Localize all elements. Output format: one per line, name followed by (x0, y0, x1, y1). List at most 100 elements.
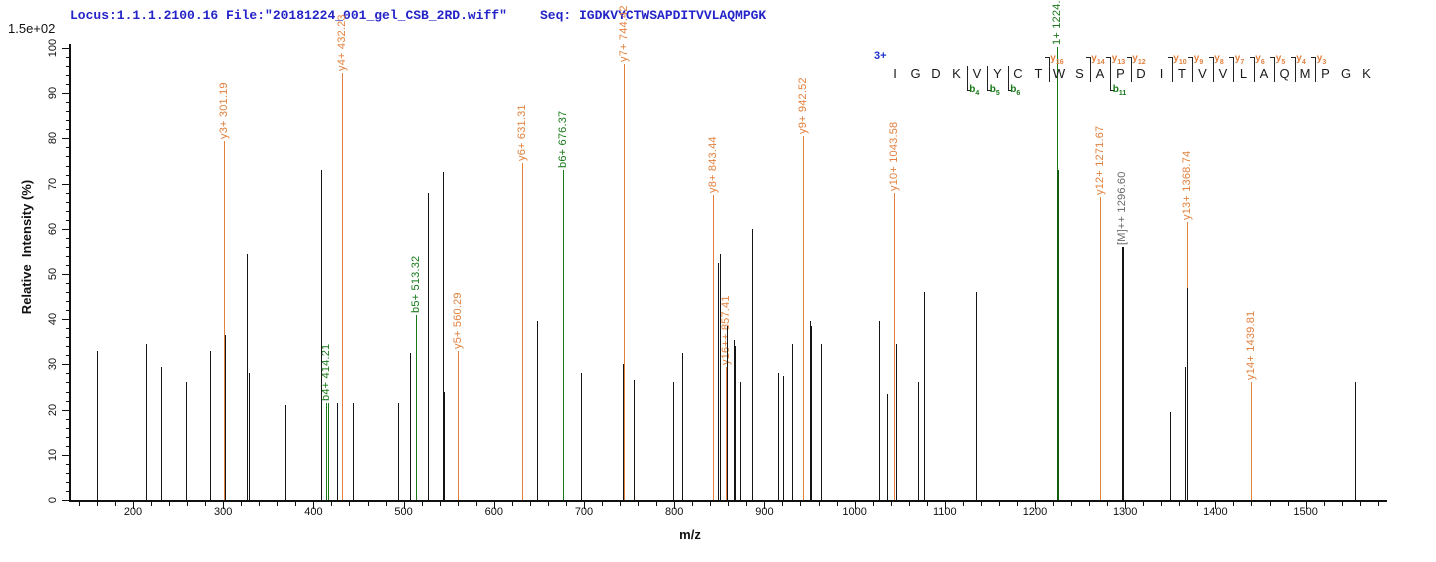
y-scale-label: 1.5e+02 (8, 21, 56, 36)
y-axis-tick (65, 481, 69, 483)
x-axis-tick (1251, 502, 1253, 506)
ion-marker-b11: b11 (1112, 84, 1127, 97)
b-ion-bracket (1110, 90, 1115, 91)
y-axis-tick (65, 165, 69, 167)
annotation-line-b11 (1057, 47, 1059, 171)
spectrum-peak (581, 373, 583, 500)
x-axis-tick (1016, 502, 1018, 506)
sequence-residue: S (1075, 66, 1084, 81)
peak-label-b5: b5+ 513.32 (409, 255, 422, 313)
y-axis-tick (65, 427, 69, 429)
ion-marker-b4: b4 (969, 84, 980, 97)
sequence-residue: D (931, 66, 941, 81)
y-axis-tick-label: 50 (47, 267, 59, 281)
sequence-residue: I (893, 66, 897, 81)
y-ion-bracket (1208, 57, 1213, 58)
sequence-residue: C (1013, 66, 1023, 81)
y-ion-bracket (1270, 57, 1275, 58)
y-axis-tick (65, 84, 69, 86)
y-axis-title: Relative Intensity (%) (19, 179, 34, 315)
y-ion-divider (1192, 57, 1194, 82)
x-axis-tick (313, 502, 315, 509)
peak-label-y9: y9+ 942.52 (796, 77, 809, 135)
y-axis-tick-label: 30 (47, 358, 59, 371)
spectrum-peak (735, 346, 737, 500)
spectrum-peak (752, 228, 754, 500)
spectrum-peak-y8 (713, 194, 715, 500)
spectrum-peak (248, 373, 250, 500)
sequence-residue: P (1116, 66, 1125, 81)
spectrum-peak (673, 382, 675, 500)
x-axis-tick-label: 700 (574, 506, 594, 518)
x-axis-tick (259, 502, 261, 506)
sequence-residue: G (1340, 66, 1352, 81)
spectrum-peak (410, 353, 412, 500)
peak-label-y12: y12+ 1271.67 (1093, 125, 1106, 196)
spectrum-peak (811, 325, 813, 500)
b-ion-divider (966, 66, 968, 91)
x-axis-tick (890, 502, 892, 506)
y-ion-bracket (1167, 57, 1172, 58)
sequence-header: Seq: IGDKVYCTWSAPDITVVLAQMPGK (540, 8, 767, 23)
sequence-residue: Q (1279, 66, 1290, 81)
spectrum-peak-y5 (457, 350, 459, 500)
x-axis-tick (349, 502, 351, 506)
x-axis-title: m/z (679, 527, 701, 542)
y-axis-tick (62, 319, 69, 321)
spectrum-peak-y7 (624, 63, 626, 500)
y-ion-bracket (1106, 57, 1111, 58)
x-axis-tick (710, 502, 712, 506)
y-axis-tick-label: 10 (47, 448, 59, 461)
x-axis-tick (439, 502, 441, 506)
spectrum-peak (1184, 366, 1186, 500)
b-ion-divider (1110, 66, 1112, 91)
spectrum-peak (145, 344, 147, 500)
y-axis-tick (65, 147, 69, 149)
spectrum-peak-y14 (1251, 382, 1253, 500)
peak-label-y6: y6+ 631.31 (516, 104, 529, 162)
y-axis-tick (62, 274, 69, 275)
y-ion-bracket (1044, 57, 1049, 58)
y-ion-divider (1274, 57, 1276, 82)
ion-marker-y4: y4 (1296, 53, 1306, 66)
y-axis-tick (65, 192, 69, 194)
y-axis-tick (65, 382, 69, 384)
sequence-residue: M (1299, 66, 1311, 81)
peak-label-y5: y5+ 560.29 (451, 292, 464, 349)
y-axis-tick (65, 418, 69, 420)
y-axis-tick (65, 355, 69, 357)
y-axis-tick (65, 246, 69, 248)
sequence-residue: Y (993, 66, 1002, 81)
y-axis-tick (62, 500, 69, 501)
y-axis-tick (65, 102, 69, 104)
x-axis-tick (638, 502, 640, 506)
y-axis-tick (65, 373, 69, 375)
x-axis-tick (764, 502, 766, 509)
x-axis-tick (331, 502, 333, 506)
sequence-residue: K (1362, 66, 1371, 81)
x-axis-tick (656, 502, 658, 506)
x-axis-tick (385, 502, 387, 506)
ion-marker-y14: y14 (1091, 53, 1105, 66)
x-axis-tick (1197, 502, 1199, 506)
x-axis-tick (241, 502, 243, 506)
y-ion-bracket (1311, 57, 1316, 58)
spectrum-peak (427, 192, 429, 500)
y-axis-tick (65, 292, 69, 294)
x-axis-tick (782, 502, 784, 506)
y-ion-bracket (1249, 57, 1254, 58)
x-axis-tick (403, 502, 405, 509)
y-axis-tick (65, 57, 69, 59)
peak-label-b6: b6+ 676.37 (556, 110, 569, 169)
spectrum-peak (733, 339, 735, 500)
x-axis-tick (836, 502, 838, 506)
x-axis-tick (800, 502, 802, 506)
spectrum-peak (336, 402, 338, 500)
ion-marker-b5: b5 (989, 84, 1000, 97)
spectrum-peak-y6 (522, 163, 524, 500)
y-ion-divider (1130, 57, 1132, 82)
x-axis-tick (1233, 502, 1235, 506)
x-axis-tick (187, 502, 189, 506)
x-axis-tick (457, 502, 459, 506)
y-axis-tick (65, 436, 69, 438)
